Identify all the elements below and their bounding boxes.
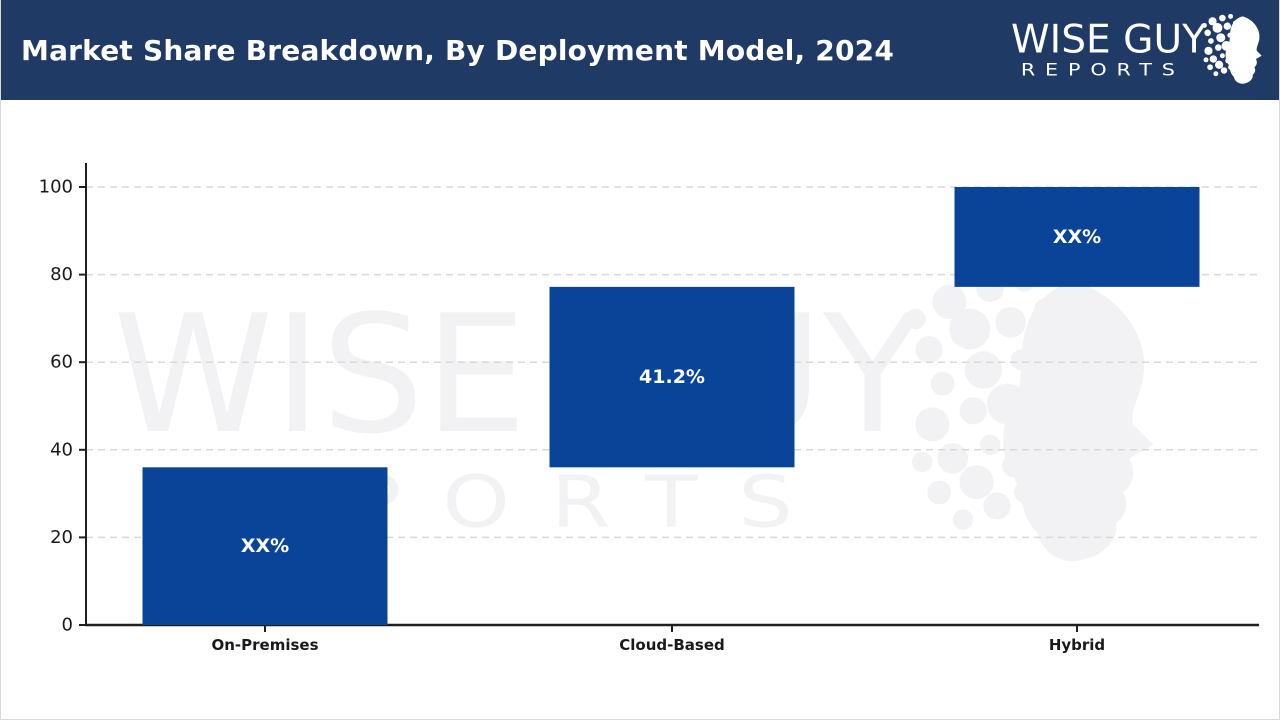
y-tick-label-100: 100 [39, 177, 73, 198]
y-tick-label-20: 20 [50, 527, 73, 548]
y-tick-label-60: 60 [50, 352, 73, 373]
header-bar: Market Share Breakdown, By Deployment Mo… [1, 0, 1279, 100]
bar-label-hybrid: XX% [1053, 226, 1101, 248]
x-tick-label-cloud-based: Cloud-Based [619, 636, 725, 654]
y-tick-label-80: 80 [50, 264, 73, 285]
bar-hybrid [954, 187, 1200, 287]
y-tick-label-0: 0 [62, 615, 73, 636]
page-title: Market Share Breakdown, By Deployment Mo… [21, 33, 895, 67]
y-tick-label-40: 40 [50, 439, 73, 460]
x-tick-label-hybrid: Hybrid [1049, 636, 1105, 654]
wiseguy-logo [1011, 13, 1265, 87]
x-tick-label-on-premises: On-Premises [211, 636, 318, 654]
bar-label-cloud-based: 41.2% [639, 366, 705, 388]
bar-label-on-premises: XX% [241, 535, 289, 557]
wiseguy-logo-graphic [1011, 13, 1262, 84]
